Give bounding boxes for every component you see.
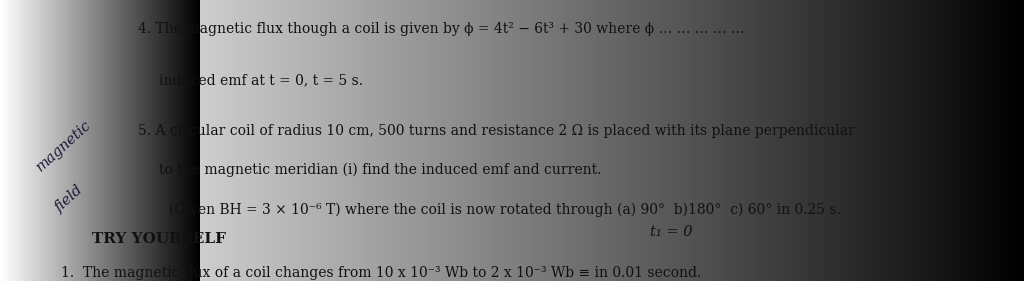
Text: 5. A circular coil of radius 10 cm, 500 turns and resistance 2 Ω is placed with : 5. A circular coil of radius 10 cm, 500 … [138, 124, 855, 138]
Text: magnetic: magnetic [33, 118, 94, 174]
Text: to the magnetic meridian (i) find the induced emf and current.: to the magnetic meridian (i) find the in… [159, 163, 601, 177]
Text: induced emf at t = 0, t = 5 s.: induced emf at t = 0, t = 5 s. [159, 73, 362, 87]
Text: t₁ = 0: t₁ = 0 [650, 225, 693, 239]
Text: 1.  The magnetic flux of a coil changes from 10 x 10⁻³ Wb to 2 x 10⁻³ Wb ≡ in 0.: 1. The magnetic flux of a coil changes f… [61, 266, 701, 280]
Text: 4. The magnetic flux though a coil is given by ϕ = 4t² − 6t³ + 30 where ϕ … … … : 4. The magnetic flux though a coil is gi… [138, 22, 745, 37]
Text: field: field [53, 183, 86, 215]
Text: TRY YOURSELF: TRY YOURSELF [92, 232, 226, 246]
Text: (Given BH = 3 × 10⁻⁶ T) where the coil is now rotated through (a) 90°  b)180°  c: (Given BH = 3 × 10⁻⁶ T) where the coil i… [169, 202, 841, 217]
